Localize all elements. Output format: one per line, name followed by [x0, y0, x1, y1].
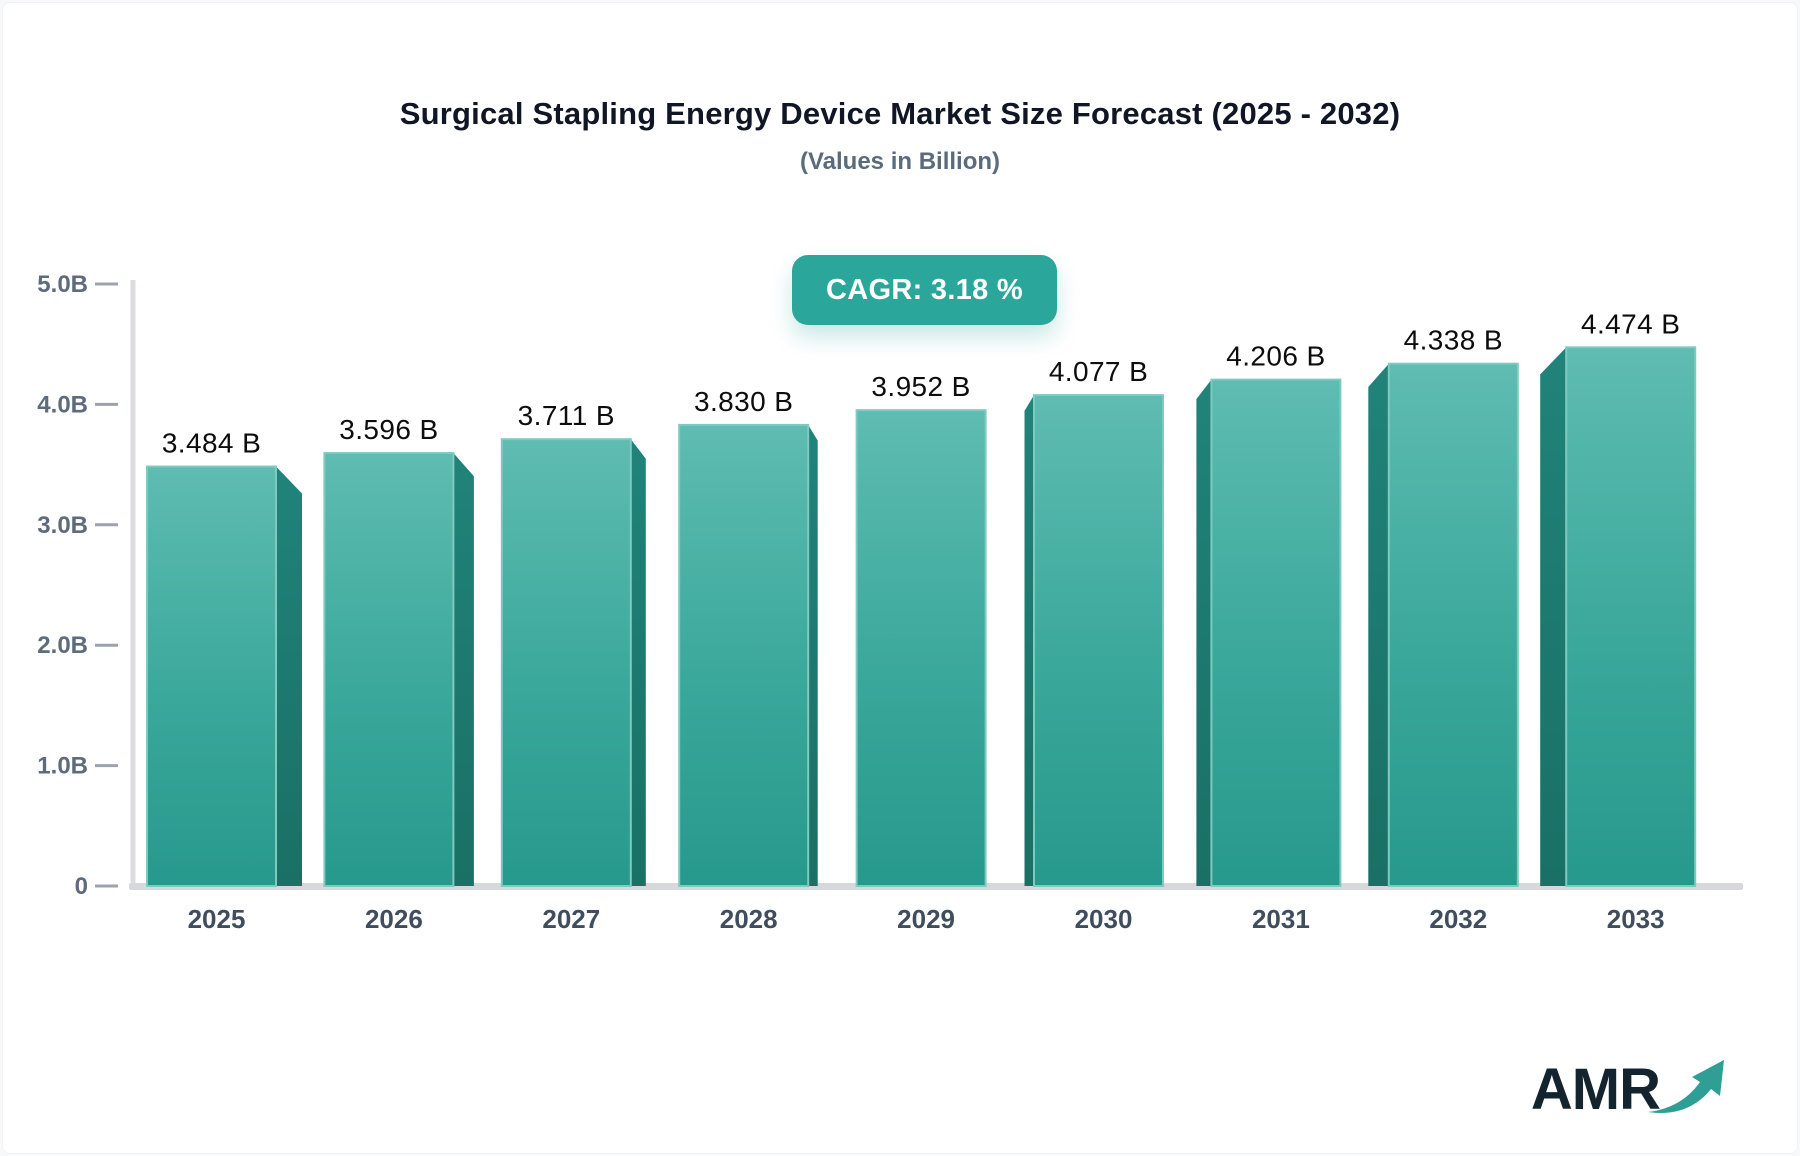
bar-value-label: 3.484 B	[162, 428, 261, 459]
y-axis-label: 4.0B	[37, 391, 88, 418]
y-axis-label: 5.0B	[37, 271, 88, 298]
bar-side-2033	[1540, 347, 1567, 886]
bar-value-label: 4.206 B	[1226, 341, 1325, 372]
bar-2032	[1387, 362, 1519, 888]
bar-value-label: 3.596 B	[339, 414, 438, 445]
bar-value-label: 3.952 B	[871, 371, 970, 402]
x-axis-label: 2025	[188, 904, 246, 934]
bar-side-2030	[1024, 395, 1034, 886]
x-axis-label: 2032	[1429, 904, 1487, 934]
amr-logo-text: AMR	[1530, 1057, 1661, 1122]
y-axis-label: 2.0B	[37, 632, 88, 659]
x-axis-label: 2030	[1075, 904, 1133, 934]
y-axis-label: 0	[75, 873, 88, 900]
bar-side-2032	[1368, 363, 1389, 886]
bar-value-label: 4.474 B	[1581, 308, 1680, 339]
bar-2029	[855, 409, 987, 887]
bar-2027	[500, 438, 632, 887]
bar-2033	[1565, 346, 1697, 888]
bar-value-label: 4.077 B	[1049, 356, 1148, 387]
growth-arrow-icon	[1648, 1060, 1724, 1114]
bar-side-2031	[1196, 379, 1212, 886]
y-axis-label: 3.0B	[37, 512, 88, 539]
bar-value-label: 4.338 B	[1404, 325, 1503, 356]
bar-side-2027	[630, 439, 646, 886]
x-axis-label: 2028	[720, 904, 778, 934]
bar-side-2028	[808, 424, 818, 886]
x-axis-label: 2029	[897, 904, 955, 934]
bar-side-2026	[453, 453, 474, 886]
x-axis-label: 2033	[1607, 904, 1665, 934]
chart-subtitle: (Values in Billion)	[799, 148, 1001, 175]
bar-value-label: 3.711 B	[518, 400, 615, 431]
x-axis-label: 2026	[365, 904, 423, 934]
bar-side-2025	[276, 466, 302, 886]
y-axis-label: 1.0B	[37, 753, 88, 780]
cagr-badge: CAGR: 3.18 %	[792, 255, 1057, 325]
bar-2026	[323, 452, 455, 887]
bar-value-label: 3.830 B	[694, 386, 793, 417]
x-axis-label: 2027	[542, 904, 600, 934]
bar-2031	[1210, 378, 1342, 887]
chart-title: Surgical Stapling Energy Device Market S…	[399, 96, 1401, 131]
bar-2030	[1033, 394, 1164, 887]
amr-logo: AMR	[1531, 1050, 1734, 1120]
x-axis-label: 2031	[1252, 904, 1310, 934]
bar-2025	[146, 465, 277, 887]
bar-2028	[678, 423, 810, 887]
